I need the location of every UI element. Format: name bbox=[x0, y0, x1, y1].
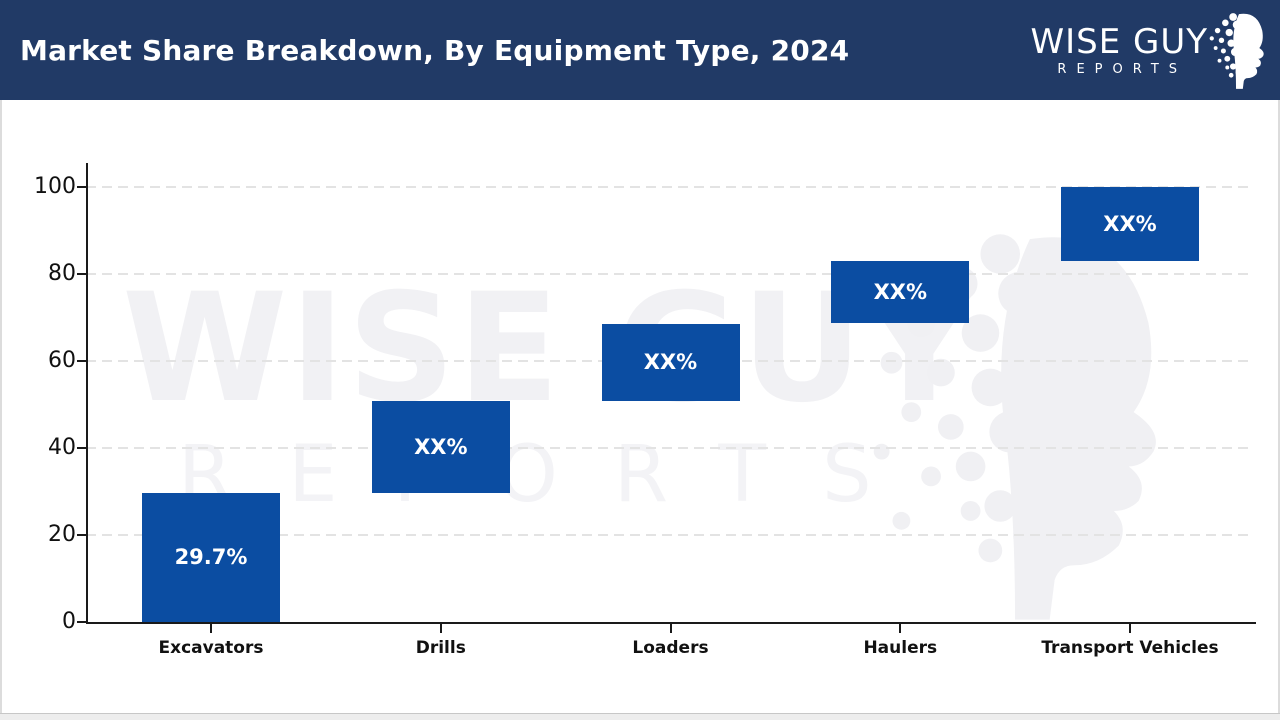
logo-face-icon bbox=[1209, 13, 1264, 89]
x-tick-mark bbox=[439, 624, 442, 633]
header-bar: Market Share Breakdown, By Equipment Typ… bbox=[0, 0, 1280, 100]
y-tick-label: 60 bbox=[48, 348, 76, 373]
frame-bottom-edge bbox=[0, 713, 1280, 720]
bar-value-label: XX% bbox=[1103, 211, 1157, 236]
gridline bbox=[86, 273, 1254, 275]
x-axis-line bbox=[86, 622, 1256, 624]
y-tick-label: 80 bbox=[48, 261, 76, 286]
bar-drills: XX% bbox=[371, 401, 510, 493]
logo-text: WISE GUY REPORTS bbox=[1030, 25, 1208, 76]
watermark-head-dots-icon bbox=[873, 234, 1156, 620]
y-tick-mark bbox=[77, 186, 86, 188]
x-tick-mark bbox=[669, 624, 672, 633]
frame-right-edge bbox=[1278, 100, 1280, 720]
x-category-label: Drills bbox=[415, 638, 466, 658]
x-category-label: Loaders bbox=[632, 638, 709, 658]
logo-primary-text: WISE GUY bbox=[1030, 21, 1208, 62]
bar-value-label: XX% bbox=[873, 280, 928, 305]
y-tick-mark bbox=[77, 360, 86, 362]
y-tick-mark bbox=[77, 273, 86, 275]
bar-haulers: XX% bbox=[831, 261, 970, 323]
bar-value-label: XX% bbox=[643, 350, 698, 375]
x-category-label: Transport Vehicles bbox=[1041, 638, 1219, 658]
bar-value-label: XX% bbox=[414, 434, 468, 459]
bar-value-label: 29.7% bbox=[174, 545, 248, 570]
x-category-label: Haulers bbox=[863, 638, 938, 658]
x-tick-mark bbox=[899, 624, 902, 633]
logo-secondary-text: REPORTS bbox=[1057, 61, 1188, 77]
page-title: Market Share Breakdown, By Equipment Typ… bbox=[20, 33, 850, 67]
y-axis-line bbox=[86, 163, 88, 624]
x-tick-mark bbox=[210, 624, 212, 633]
y-tick-label: 0 bbox=[62, 609, 76, 634]
gridline bbox=[86, 186, 1254, 188]
watermark-text-line2: REPORTS bbox=[178, 430, 928, 520]
x-category-label: Excavators bbox=[158, 638, 264, 658]
gridline bbox=[86, 447, 1254, 449]
y-tick-mark bbox=[77, 534, 86, 536]
bar-loaders: XX% bbox=[601, 323, 740, 401]
y-tick-label: 100 bbox=[34, 174, 76, 199]
bar-excavators: 29.7% bbox=[142, 492, 280, 622]
frame-left-edge bbox=[0, 100, 2, 720]
y-tick-mark bbox=[77, 447, 86, 449]
y-tick-label: 20 bbox=[48, 522, 76, 547]
x-tick-mark bbox=[1129, 624, 1131, 633]
bar-transport-vehicles: XX% bbox=[1061, 187, 1199, 261]
gridline bbox=[86, 534, 1254, 536]
y-tick-mark bbox=[77, 621, 86, 623]
y-tick-label: 40 bbox=[48, 435, 76, 460]
wise-guy-logo: WISE GUY REPORTS bbox=[1030, 0, 1270, 100]
